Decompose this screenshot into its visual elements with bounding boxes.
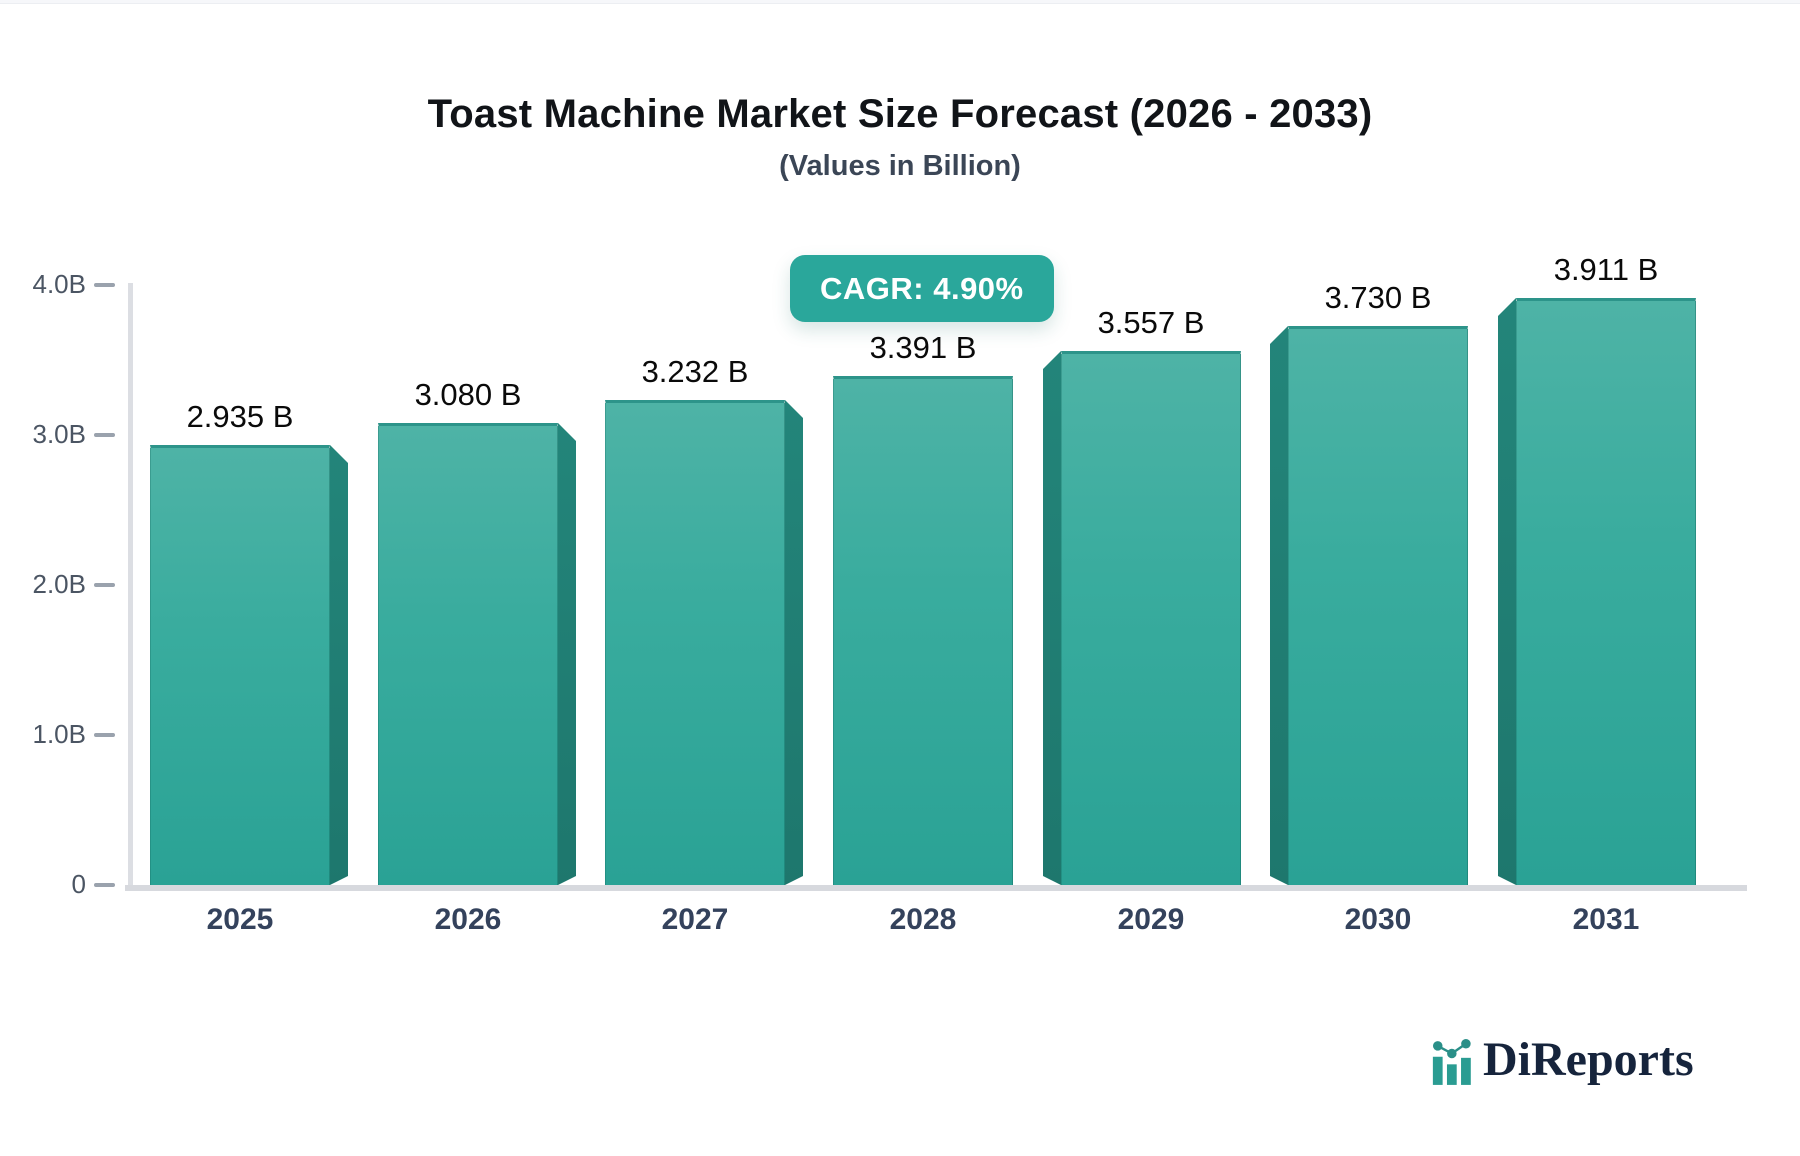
bar-2030 <box>1288 326 1468 885</box>
chart-subtitle: (Values in Billion) <box>779 150 1021 182</box>
x-axis-label: 2026 <box>434 903 502 936</box>
bar-side-face <box>1270 326 1288 885</box>
bar-value-label: 2.935 B <box>186 399 294 434</box>
x-axis-label: 2027 <box>661 903 729 936</box>
bar-side-face <box>1498 298 1516 885</box>
y-axis-line <box>128 283 133 888</box>
y-axis-label: 0 <box>71 869 86 899</box>
y-axis-label: 3.0B <box>32 419 87 449</box>
bar-2031 <box>1516 298 1696 885</box>
bar-2027 <box>605 400 785 885</box>
x-axis-label: 2025 <box>206 903 274 936</box>
y-axis-label: 1.0B <box>32 719 87 749</box>
y-axis-label: 2.0B <box>32 569 87 599</box>
direports-logo: DiReports <box>1430 1034 1694 1086</box>
bar-side-face <box>558 423 576 885</box>
bar-2028 <box>833 376 1013 885</box>
x-axis-label: 2031 <box>1572 903 1640 936</box>
y-axis-tick <box>94 883 115 887</box>
bar-value-label: 3.232 B <box>641 354 749 389</box>
cagr-badge: CAGR: 4.90% <box>790 255 1054 322</box>
bar-side-face <box>785 400 803 885</box>
bar-2029 <box>1061 351 1241 885</box>
bar-value-label: 3.391 B <box>869 330 977 365</box>
y-axis-tick <box>94 433 115 437</box>
x-axis-label: 2029 <box>1117 903 1185 936</box>
top-border <box>0 0 1800 4</box>
y-axis-tick <box>94 733 115 737</box>
logo-text: DiReports <box>1483 1033 1694 1086</box>
logo-chart-icon <box>1432 1038 1471 1085</box>
bar-2025 <box>150 445 330 885</box>
y-axis-tick <box>94 283 115 287</box>
bar-value-label: 3.911 B <box>1553 252 1659 287</box>
y-axis-label: 4.0B <box>32 269 87 299</box>
chart-title: Toast Machine Market Size Forecast (2026… <box>427 92 1373 136</box>
y-axis-tick <box>94 583 115 587</box>
bar-2026 <box>378 423 558 885</box>
bar-side-face <box>330 445 348 885</box>
x-axis-baseline <box>125 885 1747 891</box>
x-axis-label: 2028 <box>889 903 957 936</box>
bar-side-face <box>1043 351 1061 885</box>
bar-value-label: 3.557 B <box>1097 305 1205 340</box>
x-axis-label: 2030 <box>1344 903 1412 936</box>
bar-value-label: 3.080 B <box>414 377 522 412</box>
bar-value-label: 3.730 B <box>1324 280 1432 315</box>
